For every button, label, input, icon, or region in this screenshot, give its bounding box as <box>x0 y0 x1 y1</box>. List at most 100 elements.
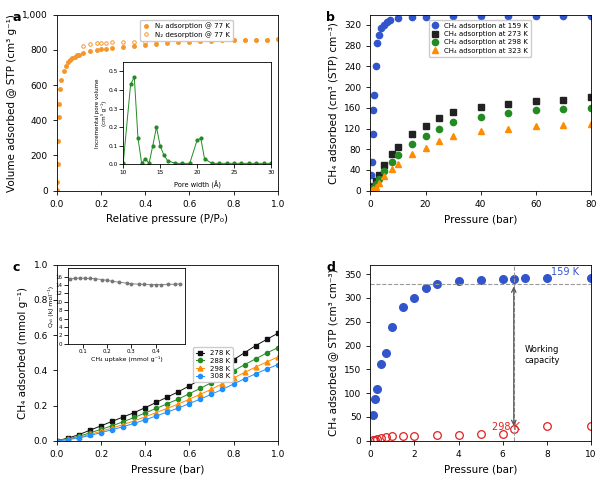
N₂ adsorption @ 77 K <box>263 37 270 42</box>
Line: 278 K: 278 K <box>55 331 280 443</box>
298 K <box>98 428 105 434</box>
298 K <box>219 381 226 387</box>
CH₄ adsorption at 323 K <box>375 180 382 186</box>
298 K <box>109 425 116 431</box>
288 K <box>197 385 204 391</box>
N₂ desorption @ 77 K <box>142 38 149 44</box>
N₂ adsorption @ 77 K <box>67 56 74 62</box>
CH₄ adsorption at 273 K <box>422 123 429 129</box>
Line: 298 K: 298 K <box>55 355 280 443</box>
N₂ adsorption @ 77 K <box>55 114 62 120</box>
CH₄ adsorption at 323 K <box>422 145 429 151</box>
N₂ desorption @ 77 K <box>274 37 281 42</box>
159 K <box>499 276 506 282</box>
159 K <box>382 350 389 356</box>
Text: Working
capacity: Working capacity <box>525 345 560 365</box>
N₂ desorption @ 77 K <box>230 37 237 43</box>
N₂ adsorption @ 77 K <box>208 38 215 44</box>
CH₄ adsorption at 159 K <box>449 13 457 19</box>
Line: CH₄ adsorption at 323 K: CH₄ adsorption at 323 K <box>367 121 595 194</box>
Line: 159 K: 159 K <box>369 274 595 418</box>
CH₄ adsorption at 298 K <box>389 159 396 165</box>
Line: N₂ adsorption @ 77 K: N₂ adsorption @ 77 K <box>55 37 280 191</box>
308 K <box>98 430 105 435</box>
CH₄ adsorption at 159 K <box>408 14 415 20</box>
Line: N₂ desorption @ 77 K: N₂ desorption @ 77 K <box>82 37 280 47</box>
CH₄ adsorption at 159 K <box>560 13 567 19</box>
298 K <box>510 426 517 432</box>
Text: a: a <box>13 11 22 24</box>
CH₄ adsorption at 273 K <box>389 151 396 157</box>
298 K <box>411 432 418 438</box>
CH₄ adsorption at 273 K <box>408 131 415 137</box>
CH₄ adsorption at 159 K <box>380 22 388 28</box>
CH₄ adsorption at 159 K <box>375 33 382 38</box>
Y-axis label: CH₄ adsorbed @ STP (cm³ cm⁻³): CH₄ adsorbed @ STP (cm³ cm⁻³) <box>329 269 338 436</box>
278 K <box>164 394 171 400</box>
278 K <box>142 405 149 411</box>
N₂ adsorption @ 77 K <box>76 52 83 57</box>
N₂ adsorption @ 77 K <box>152 41 160 47</box>
278 K <box>263 337 270 342</box>
298 K <box>274 354 281 360</box>
N₂ adsorption @ 77 K <box>54 161 61 167</box>
288 K <box>53 438 61 444</box>
N₂ desorption @ 77 K <box>86 41 94 47</box>
159 K <box>510 276 517 282</box>
288 K <box>119 419 127 425</box>
CH₄ adsorption at 159 K <box>378 25 385 31</box>
Legend: 278 K, 288 K, 298 K, 308 K: 278 K, 288 K, 298 K, 308 K <box>193 347 233 382</box>
298 K <box>455 431 462 437</box>
278 K <box>152 399 160 405</box>
Y-axis label: CH₄ adsorbed (cm³ (STP) cm⁻³): CH₄ adsorbed (cm³ (STP) cm⁻³) <box>329 22 338 184</box>
N₂ adsorption @ 77 K <box>93 47 100 53</box>
288 K <box>64 436 71 442</box>
308 K <box>152 413 160 419</box>
N₂ desorption @ 77 K <box>186 38 193 44</box>
308 K <box>252 371 259 377</box>
278 K <box>197 376 204 382</box>
N₂ adsorption @ 77 K <box>57 86 64 92</box>
Line: 288 K: 288 K <box>55 346 280 443</box>
CH₄ adsorption at 323 K <box>449 133 457 139</box>
CH₄ adsorption at 273 K <box>375 172 382 178</box>
N₂ desorption @ 77 K <box>98 40 105 46</box>
N₂ adsorption @ 77 K <box>219 37 226 43</box>
288 K <box>86 430 94 436</box>
Line: CH₄ adsorption at 159 K: CH₄ adsorption at 159 K <box>367 13 594 193</box>
298 K <box>433 432 440 438</box>
288 K <box>219 374 226 380</box>
278 K <box>98 423 105 429</box>
CH₄ adsorption at 159 K <box>532 13 539 19</box>
298 K <box>208 386 215 392</box>
CH₄ adsorption at 273 K <box>449 109 457 115</box>
N₂ adsorption @ 77 K <box>53 187 61 193</box>
308 K <box>131 420 138 426</box>
N₂ adsorption @ 77 K <box>109 45 116 51</box>
159 K <box>422 285 429 291</box>
N₂ desorption @ 77 K <box>80 43 87 49</box>
288 K <box>175 396 182 402</box>
288 K <box>186 391 193 396</box>
CH₄ adsorption at 298 K <box>375 176 382 182</box>
159 K <box>411 295 418 301</box>
298 K <box>378 435 385 441</box>
CH₄ adsorption at 273 K <box>367 187 374 193</box>
159 K <box>521 276 529 281</box>
298 K <box>389 433 396 439</box>
278 K <box>175 389 182 394</box>
Text: d: d <box>326 261 335 274</box>
308 K <box>230 381 237 387</box>
N₂ desorption @ 77 K <box>102 39 109 45</box>
N₂ adsorption @ 77 K <box>274 37 281 42</box>
CH₄ adsorption at 159 K <box>587 13 595 19</box>
N₂ adsorption @ 77 K <box>71 54 78 59</box>
N₂ adsorption @ 77 K <box>197 38 204 44</box>
N₂ adsorption @ 77 K <box>175 39 182 45</box>
CH₄ adsorption at 273 K <box>380 162 388 168</box>
CH₄ adsorption at 298 K <box>560 106 567 112</box>
288 K <box>230 368 237 374</box>
308 K <box>109 427 116 432</box>
159 K <box>378 361 385 367</box>
Legend: N₂ adsorption @ 77 K, N₂ desorption @ 77 K: N₂ adsorption @ 77 K, N₂ desorption @ 77… <box>140 20 233 40</box>
